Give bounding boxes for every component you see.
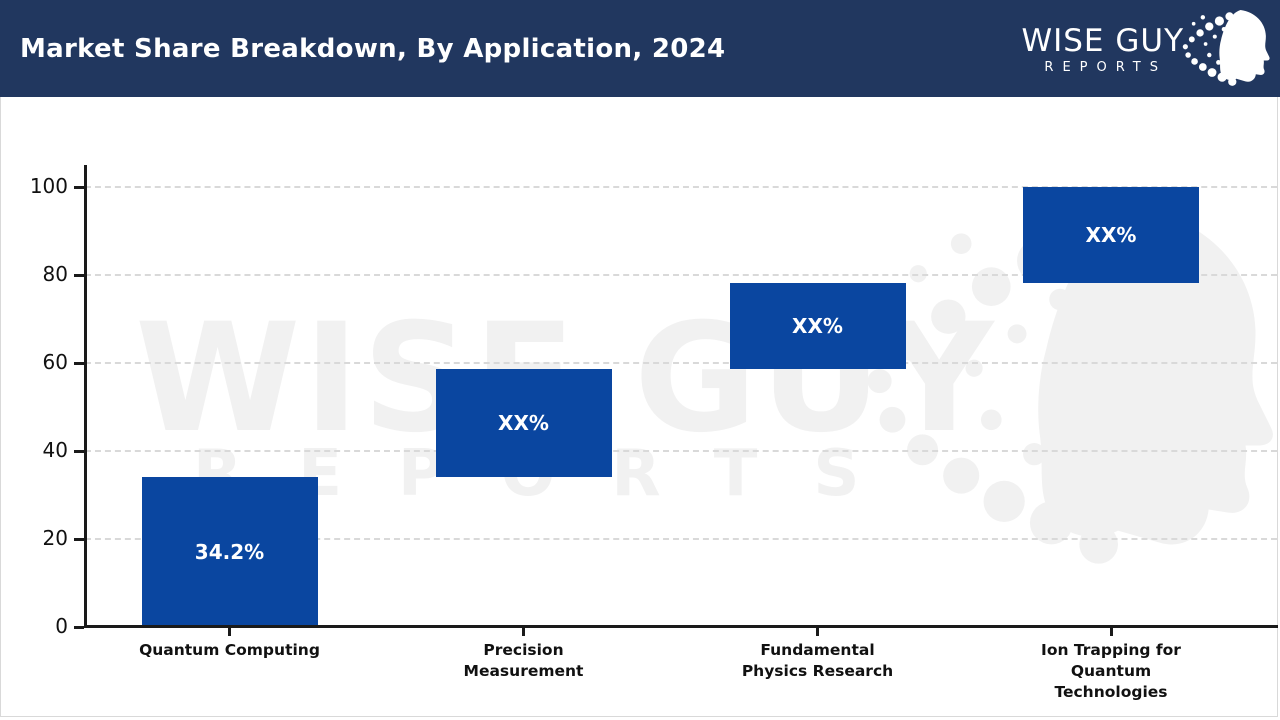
category-label: Fundamental Physics Research xyxy=(678,640,958,682)
x-tick-1 xyxy=(522,627,525,636)
gridline-100 xyxy=(85,186,1277,188)
y-tick-100 xyxy=(74,185,84,189)
page-title: Market Share Breakdown, By Application, … xyxy=(20,33,726,64)
category-label-line: Measurement xyxy=(463,662,584,680)
y-tick-label-40: 40 xyxy=(42,438,68,462)
category-label-line: Precision xyxy=(483,641,564,659)
category-label: Quantum Computing xyxy=(90,640,370,661)
logo-head-icon xyxy=(1182,9,1270,86)
x-tick-0 xyxy=(228,627,231,636)
frame-border-right xyxy=(1277,97,1278,717)
category-label-line: Ion Trapping for xyxy=(1041,641,1181,659)
category-label-line: Fundamental xyxy=(760,641,875,659)
bar-segment: XX% xyxy=(435,369,612,477)
bar-segment: 34.2% xyxy=(141,476,318,627)
y-tick-label-60: 60 xyxy=(42,350,68,374)
frame-border-bottom xyxy=(0,716,1278,717)
category-label-line: Technologies xyxy=(1054,683,1168,701)
gridline-60 xyxy=(85,362,1277,364)
y-tick-60 xyxy=(74,361,84,365)
y-tick-0 xyxy=(74,625,84,629)
x-tick-2 xyxy=(816,627,819,636)
logo-name: WISE GUY xyxy=(1021,23,1184,59)
y-axis-line xyxy=(84,165,87,627)
gridline-80 xyxy=(85,274,1277,276)
y-tick-label-80: 80 xyxy=(42,262,68,286)
bar-value-label: XX% xyxy=(792,314,843,339)
category-label-line: Quantum xyxy=(1070,662,1152,680)
frame-border-left xyxy=(0,97,1,717)
category-label: Ion Trapping for Quantum Technologies xyxy=(971,640,1251,703)
gridline-40 xyxy=(85,450,1277,452)
logo-tagline: REPORTS xyxy=(1044,60,1168,75)
category-label: Precision Measurement xyxy=(384,640,664,682)
bar-value-label: 34.2% xyxy=(194,539,265,564)
wiseguy-logo: WISE GUY REPORTS xyxy=(1021,4,1270,94)
bar-value-label: XX% xyxy=(1085,222,1137,247)
y-tick-label-100: 100 xyxy=(29,174,68,198)
y-tick-label-0: 0 xyxy=(55,614,68,638)
bar-segment: XX% xyxy=(729,282,906,370)
category-label-line: Physics Research xyxy=(741,662,894,680)
x-tick-3 xyxy=(1109,627,1113,636)
category-label-line: Quantum Computing xyxy=(139,641,320,659)
y-tick-20 xyxy=(74,537,84,541)
y-tick-80 xyxy=(74,273,84,277)
y-tick-label-20: 20 xyxy=(42,526,68,550)
y-tick-40 xyxy=(74,449,84,453)
gridline-20 xyxy=(85,538,1277,540)
bar-value-label: XX% xyxy=(498,410,549,435)
bar-segment: XX% xyxy=(1023,187,1199,283)
x-axis-line xyxy=(84,625,1278,628)
logo-text: WISE GUY REPORTS xyxy=(1021,23,1184,75)
header-bar: Market Share Breakdown, By Application, … xyxy=(0,0,1280,97)
